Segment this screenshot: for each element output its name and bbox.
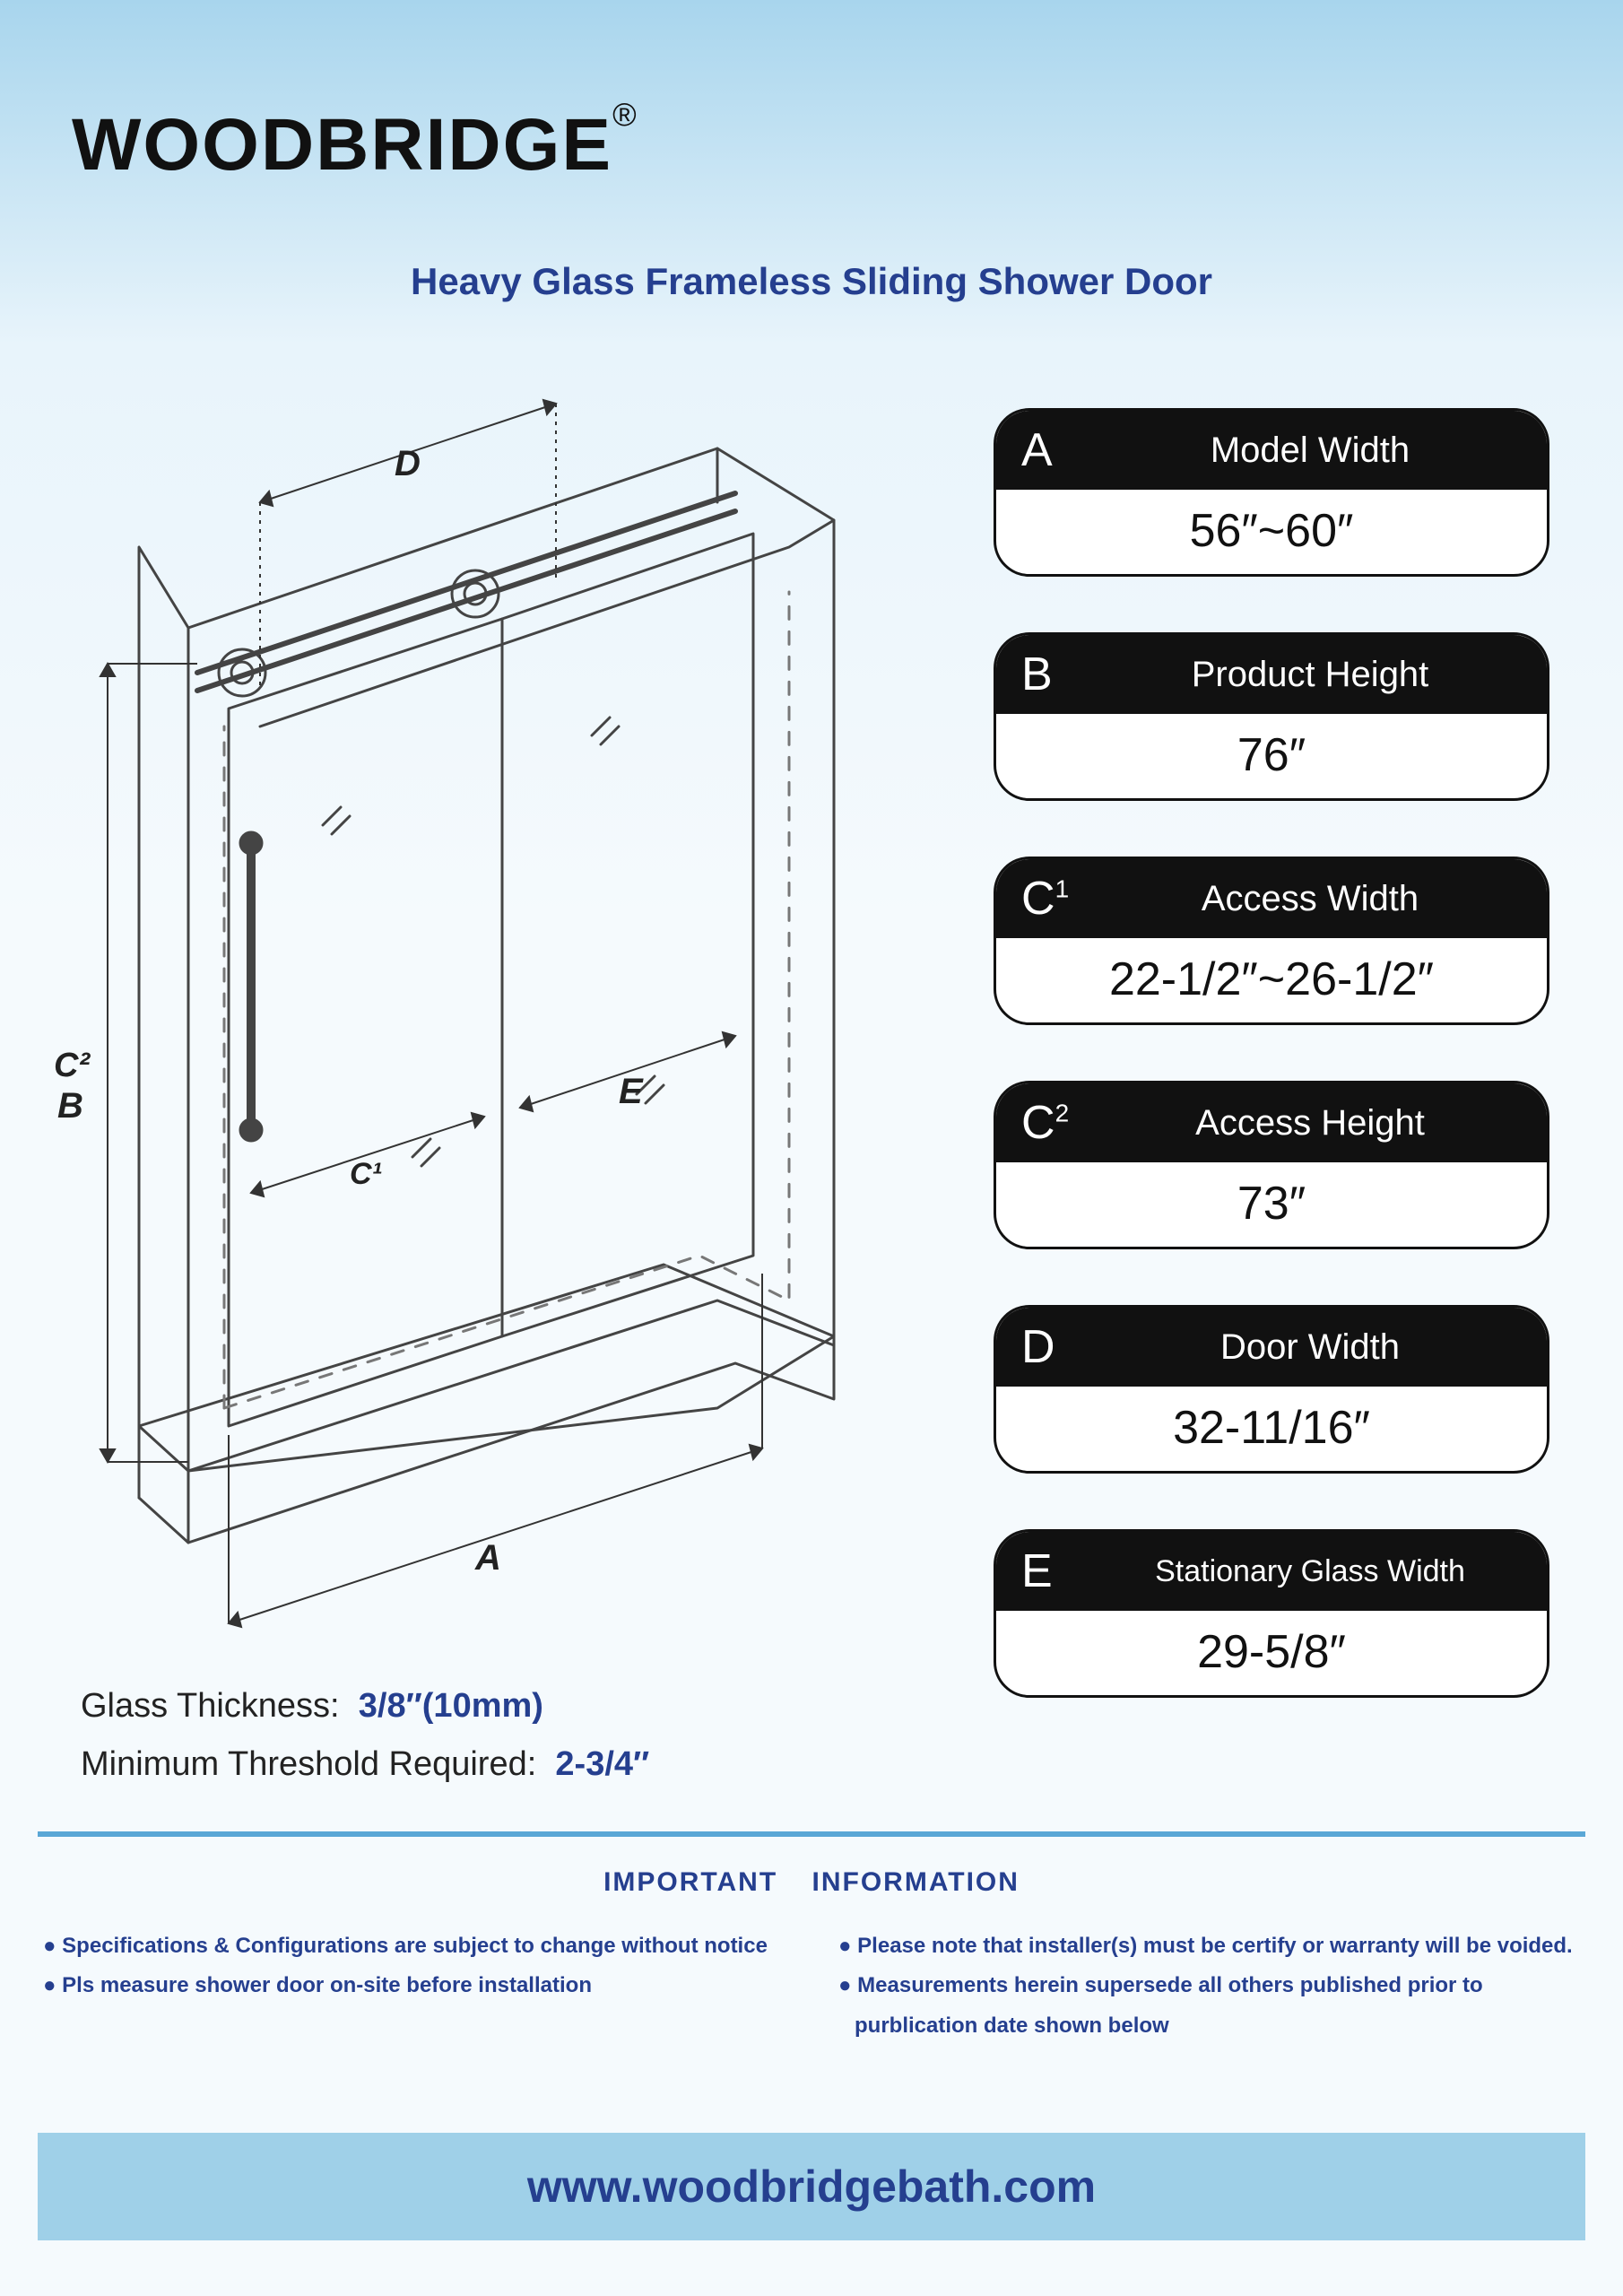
spec-key: B — [1021, 648, 1077, 701]
info-col-left: Specifications & Configurations are subj… — [43, 1926, 785, 2046]
info-bullet: Pls measure shower door on-site before i… — [43, 1966, 785, 2005]
divider-rule — [38, 1831, 1585, 1837]
spec-value: 76″ — [996, 714, 1547, 798]
spec-label: Stationary Glass Width — [1107, 1554, 1513, 1589]
info-col-right: Please note that installer(s) must be ce… — [838, 1926, 1580, 2046]
spec-value: 22-1/2″~26-1/2″ — [996, 938, 1547, 1022]
spec-key: C2 — [1021, 1096, 1077, 1150]
info-bullet: Please note that installer(s) must be ce… — [838, 1926, 1580, 1966]
dim-label-d: D — [395, 444, 421, 483]
info-columns: Specifications & Configurations are subj… — [43, 1926, 1580, 2046]
info-bullet: Specifications & Configurations are subj… — [43, 1926, 785, 1966]
spec-value: 73″ — [996, 1162, 1547, 1247]
min-threshold-value: 2-3/4″ — [555, 1745, 649, 1783]
spec-value: 32-11/16″ — [996, 1387, 1547, 1471]
dim-label-a: A — [474, 1538, 501, 1578]
extras-block: Glass Thickness: 3/8″(10mm) Minimum Thre… — [81, 1677, 649, 1793]
spec-column: A Model Width 56″~60″ B Product Height 76″… — [994, 408, 1549, 1698]
dim-label-c1: C¹ — [350, 1157, 382, 1191]
dim-label-c2: C² — [54, 1047, 91, 1084]
brand-text: WOODBRIDGE — [72, 104, 612, 186]
footer-band: www.woodbridgebath.com — [38, 2133, 1585, 2240]
spec-card-a: A Model Width 56″~60″ — [994, 408, 1549, 577]
spec-key: A — [1021, 423, 1077, 477]
spec-card-e: E Stationary Glass Width 29-5/8″ — [994, 1529, 1549, 1698]
spec-label: Product Height — [1107, 655, 1513, 695]
spec-label: Door Width — [1107, 1327, 1513, 1368]
spec-label: Access Height — [1107, 1103, 1513, 1144]
product-diagram: D C¹ E A C² B — [54, 395, 879, 1650]
glass-thickness-label: Glass Thickness: — [81, 1687, 340, 1725]
spec-card-c1: C1 Access Width 22-1/2″~26-1/2″ — [994, 857, 1549, 1025]
spec-label: Model Width — [1107, 430, 1513, 471]
spec-card-b: B Product Height 76″ — [994, 632, 1549, 801]
spec-key: C1 — [1021, 872, 1077, 926]
info-bullet: Measurements herein supersede all others… — [838, 1966, 1580, 2046]
spec-card-c2: C2 Access Height 73″ — [994, 1081, 1549, 1249]
brand-logo: WOODBRIDGE® — [72, 103, 638, 187]
spec-key: D — [1021, 1320, 1077, 1374]
spec-key: E — [1021, 1544, 1077, 1598]
min-threshold-label: Minimum Threshold Required: — [81, 1745, 536, 1783]
spec-label: Access Width — [1107, 879, 1513, 919]
info-heading: IMPORTANT INFORMATION — [0, 1867, 1623, 1898]
spec-value: 29-5/8″ — [996, 1611, 1547, 1695]
registered-mark: ® — [612, 96, 638, 133]
spec-card-d: D Door Width 32-11/16″ — [994, 1305, 1549, 1474]
page-title: Heavy Glass Frameless Sliding Shower Doo… — [0, 260, 1623, 303]
dim-label-b: B — [57, 1086, 83, 1126]
spec-value: 56″~60″ — [996, 490, 1547, 574]
dim-label-e: E — [619, 1072, 644, 1111]
website-link[interactable]: www.woodbridgebath.com — [527, 2161, 1096, 2213]
glass-thickness-value: 3/8″(10mm) — [359, 1687, 543, 1725]
